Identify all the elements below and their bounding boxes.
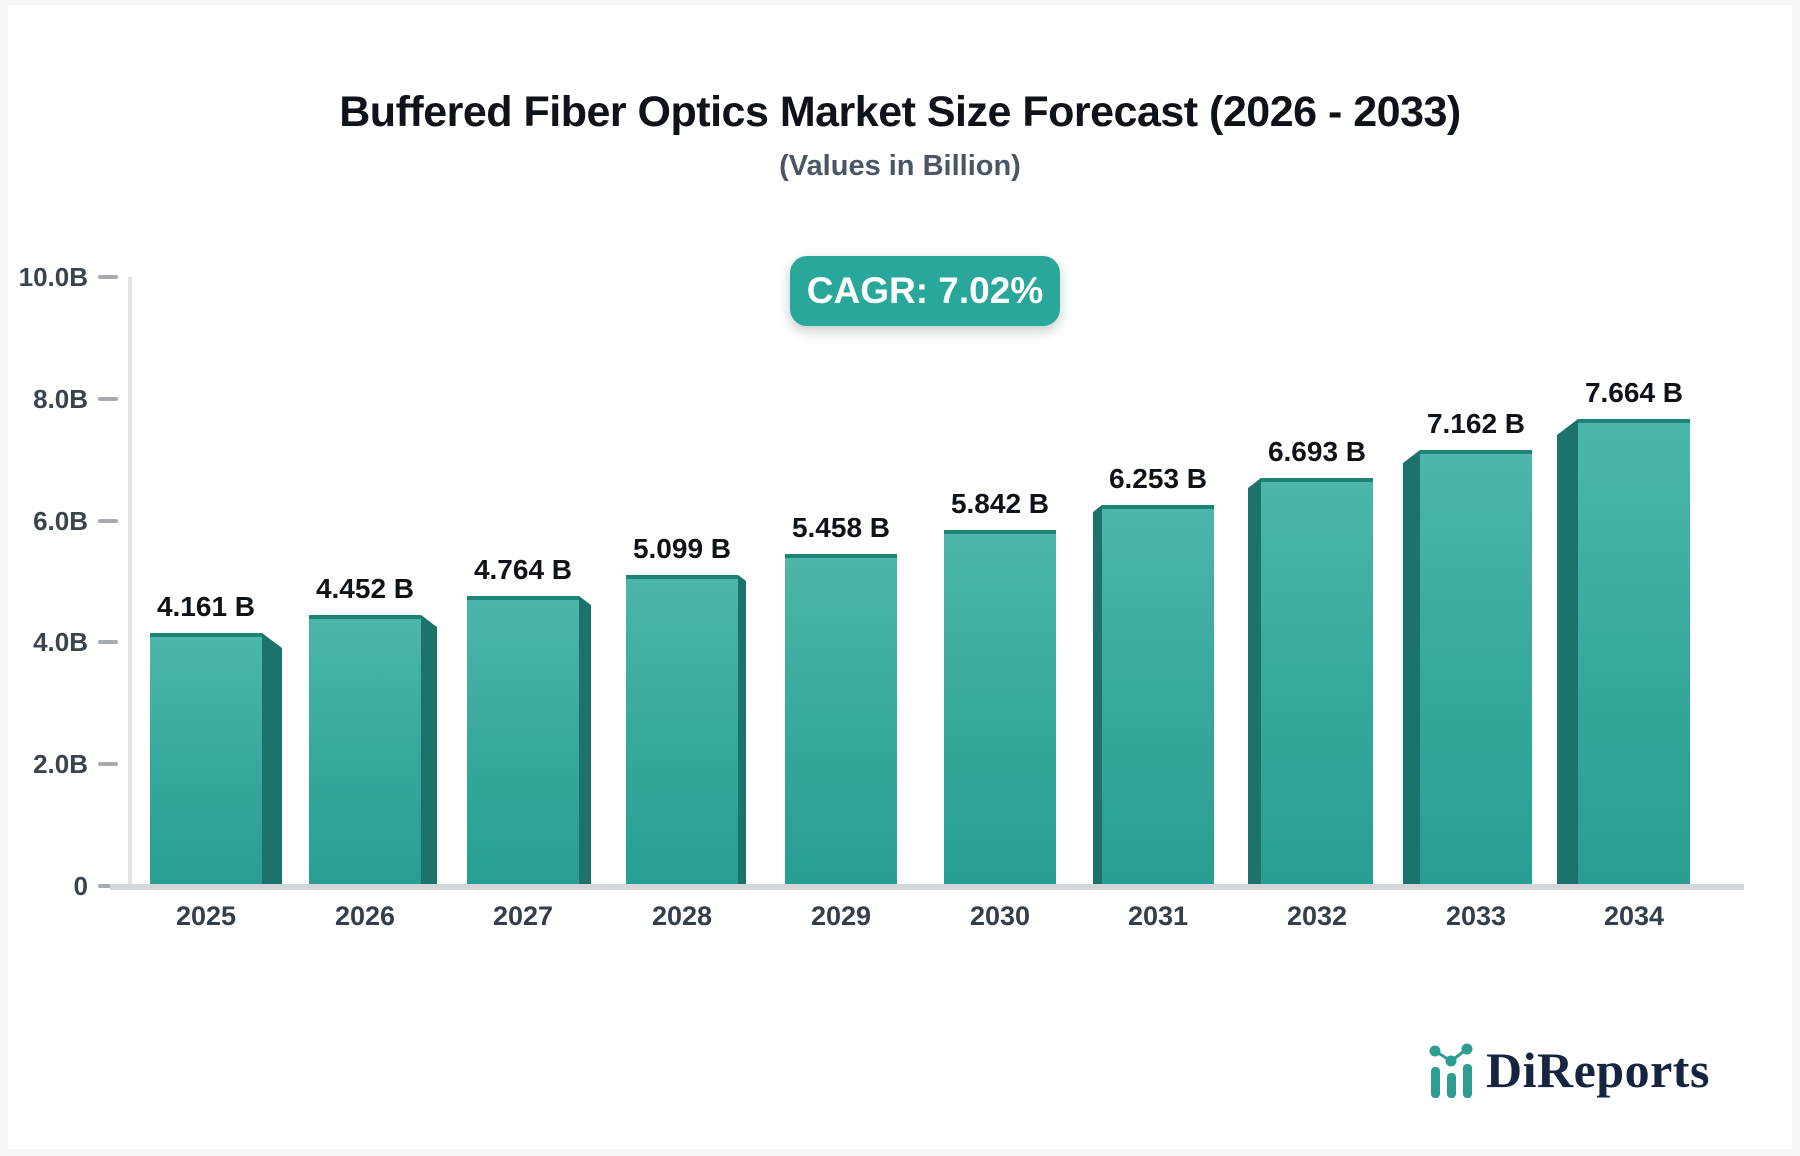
x-tick-label: 2028 [651,901,713,931]
bar-side-face [1557,419,1578,886]
brand-logo: DiReports [1428,1028,1710,1098]
y-tick-label: 0 [73,871,88,901]
bar [944,530,1056,886]
x-tick-label: 2034 [1603,901,1665,931]
bar-value-label: 7.162 B [1426,408,1526,439]
bar-side-face [421,615,437,886]
y-tick-label: 6.0B [33,505,88,536]
bar-group-2029 [785,554,897,886]
y-tick-mark [98,396,118,401]
x-tick-label: 2027 [492,901,554,931]
bar-group-2030 [944,530,1056,886]
x-tick-label: 2030 [969,901,1031,931]
bar-side-face [262,633,282,886]
bar [1261,478,1373,886]
bar-side-face [1248,478,1261,886]
bar [626,575,738,886]
bar-group-2027 [467,596,591,886]
bar-group-2034 [1557,419,1690,886]
bar-value-label: 6.253 B [1108,463,1208,494]
bar-value-label: 4.764 B [473,554,573,585]
bar [1578,419,1690,886]
direports-logo-icon [1429,1043,1473,1098]
bar-side-face [1093,505,1102,886]
bar-side-face [738,575,746,886]
bar [785,554,897,886]
y-tick-label: 10.0B [18,262,88,292]
bar-value-label: 4.161 B [156,591,256,622]
y-tick-label: 8.0B [33,383,88,414]
bar-group-2026 [309,615,437,886]
bar-side-face [579,596,591,886]
cagr-badge: CAGR: 7.02% [790,256,1060,326]
bar-side-face [1403,450,1420,886]
bar-value-label: 5.099 B [632,533,732,564]
bar-value-label: 4.452 B [315,573,415,604]
y-tick-mark [98,762,118,767]
y-tick-label: 2.0B [33,749,88,780]
bar-group-2033 [1403,450,1532,886]
bar-value-label: 7.664 B [1584,377,1684,408]
y-tick-label: 4.0B [33,627,88,658]
bar [1102,505,1214,886]
bar [1420,450,1532,886]
y-tick-mark [98,518,118,523]
x-axis-line [110,884,1744,890]
bar [467,596,579,886]
x-tick-label: 2031 [1127,901,1189,931]
brand-name: DiReports [1486,1042,1710,1098]
y-tick-mark [98,275,118,279]
chart-subtitle: (Values in Billion) [779,150,1021,182]
x-tick-label: 2025 [175,901,237,931]
chart-title: Buffered Fiber Optics Market Size Foreca… [339,88,1461,136]
y-tick-mark [98,640,118,645]
bar-group-2025 [150,633,282,886]
x-tick-label: 2033 [1445,901,1507,931]
bar-group-2028 [626,575,746,886]
bar-group-2031 [1093,505,1214,886]
x-tick-label: 2026 [334,901,396,931]
x-tick-label: 2029 [810,901,872,931]
y-tick-mark [98,884,118,888]
bar-value-label: 6.693 B [1267,436,1367,467]
y-axis-line [128,277,132,887]
bar-value-label: 5.842 B [950,488,1050,519]
bar-group-2032 [1248,478,1373,886]
bar [309,615,421,886]
bar-value-label: 5.458 B [791,512,891,543]
bar [150,633,262,886]
x-tick-label: 2032 [1286,901,1348,931]
